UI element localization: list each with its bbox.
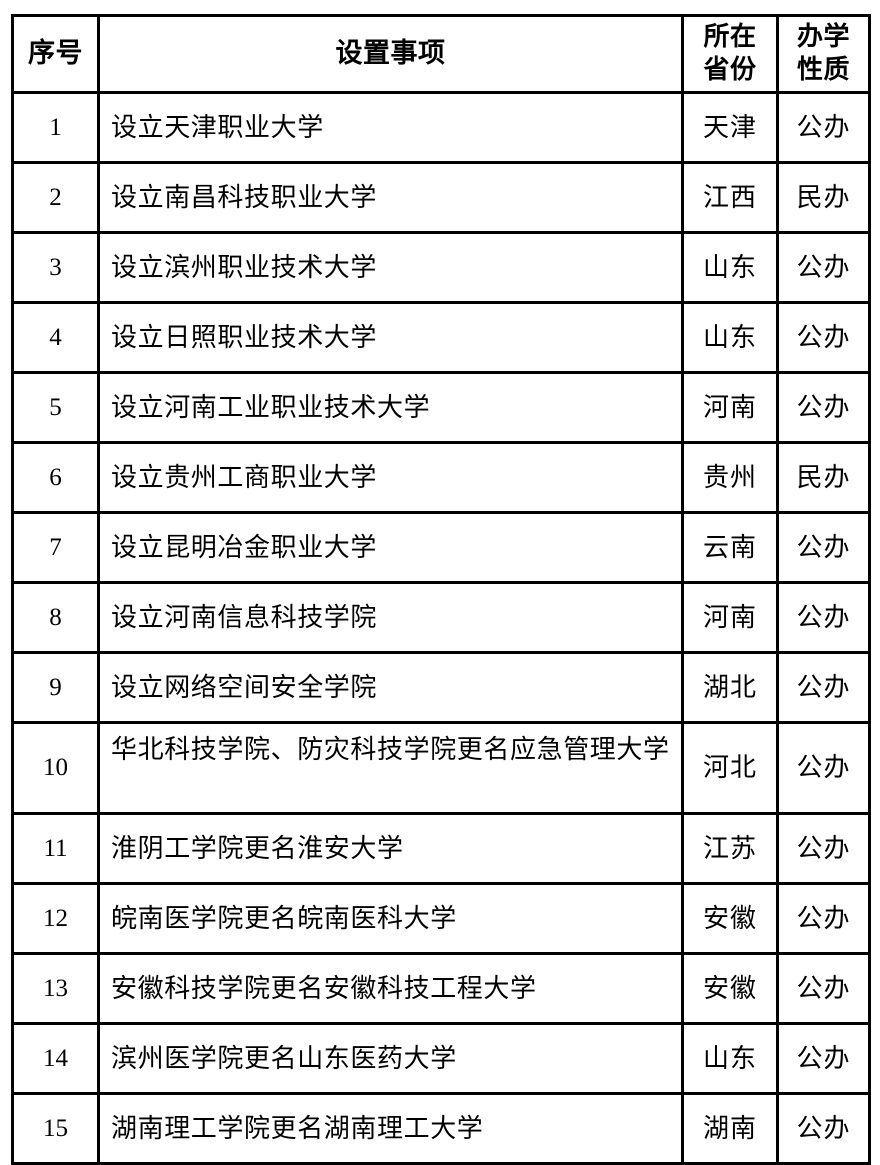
cell-province: 贵州 <box>681 441 779 514</box>
cell-item: 设立河南信息科技学院 <box>97 581 684 654</box>
cell-sequence: 9 <box>11 651 100 724</box>
cell-sequence: 8 <box>11 581 100 654</box>
table-row: 3 设立滨州职业技术大学 山东 公办 <box>11 231 871 304</box>
cell-type: 公办 <box>776 721 871 815</box>
cell-type: 公办 <box>776 91 871 164</box>
table-row: 13 安徽科技学院更名安徽科技工程大学 安徽 公办 <box>11 952 871 1025</box>
cell-type: 公办 <box>776 882 871 955</box>
table-row: 11 淮阴工学院更名淮安大学 江苏 公办 <box>11 812 871 885</box>
column-header-province-line1: 所在 <box>703 22 757 52</box>
cell-sequence: 13 <box>11 952 100 1025</box>
cell-province: 山东 <box>681 301 779 374</box>
cell-type: 公办 <box>776 301 871 374</box>
cell-item: 设立日照职业技术大学 <box>97 301 684 374</box>
table-row: 6 设立贵州工商职业大学 贵州 民办 <box>11 441 871 514</box>
cell-item: 湖南理工学院更名湖南理工大学 <box>97 1092 684 1165</box>
header-row: 序号 设置事项 所在 省份 办学 性质 <box>11 14 871 94</box>
cell-item: 安徽科技学院更名安徽科技工程大学 <box>97 952 684 1025</box>
cell-type: 公办 <box>776 952 871 1025</box>
cell-province: 河南 <box>681 581 779 654</box>
cell-sequence: 14 <box>11 1022 100 1095</box>
cell-type: 公办 <box>776 581 871 654</box>
column-header-type-line2: 性质 <box>796 55 850 85</box>
cell-sequence: 3 <box>11 231 100 304</box>
cell-sequence: 15 <box>11 1092 100 1165</box>
cell-type: 公办 <box>776 231 871 304</box>
table-row: 10 华北科技学院、防灾科技学院更名应急管理大学 河北 公办 <box>11 721 871 815</box>
cell-item: 淮阴工学院更名淮安大学 <box>97 812 684 885</box>
table-row: 5 设立河南工业职业技术大学 河南 公办 <box>11 371 871 444</box>
column-header-province: 所在 省份 <box>681 14 779 94</box>
cell-province: 安徽 <box>681 882 779 955</box>
cell-sequence: 1 <box>11 91 100 164</box>
cell-type: 公办 <box>776 812 871 885</box>
column-header-item: 设置事项 <box>97 14 684 94</box>
cell-type: 公办 <box>776 371 871 444</box>
cell-province: 湖北 <box>681 651 779 724</box>
cell-item: 设立昆明冶金职业大学 <box>97 511 684 584</box>
cell-type: 公办 <box>776 1092 871 1165</box>
cell-sequence: 7 <box>11 511 100 584</box>
university-settings-table: 序号 设置事项 所在 省份 办学 性质 1 设立天津职业大学 天津 公办 <box>11 14 871 1165</box>
cell-sequence: 2 <box>11 161 100 234</box>
cell-province: 山东 <box>681 231 779 304</box>
table-row: 12 皖南医学院更名皖南医科大学 安徽 公办 <box>11 882 871 955</box>
table-row: 7 设立昆明冶金职业大学 云南 公办 <box>11 511 871 584</box>
cell-province: 安徽 <box>681 952 779 1025</box>
cell-sequence: 12 <box>11 882 100 955</box>
table-row: 9 设立网络空间安全学院 湖北 公办 <box>11 651 871 724</box>
cell-type: 公办 <box>776 1022 871 1095</box>
cell-sequence: 11 <box>11 812 100 885</box>
cell-item: 设立网络空间安全学院 <box>97 651 684 724</box>
cell-item: 设立南昌科技职业大学 <box>97 161 684 234</box>
cell-item: 华北科技学院、防灾科技学院更名应急管理大学 <box>97 721 684 815</box>
cell-item: 设立天津职业大学 <box>97 91 684 164</box>
table-row: 14 滨州医学院更名山东医药大学 山东 公办 <box>11 1022 871 1095</box>
cell-province: 天津 <box>681 91 779 164</box>
cell-type: 民办 <box>776 441 871 514</box>
cell-province: 江西 <box>681 161 779 234</box>
column-header-type: 办学 性质 <box>776 14 871 94</box>
cell-province: 山东 <box>681 1022 779 1095</box>
column-header-province-line2: 省份 <box>703 55 757 85</box>
table-row: 1 设立天津职业大学 天津 公办 <box>11 91 871 164</box>
table-row: 4 设立日照职业技术大学 山东 公办 <box>11 301 871 374</box>
cell-province: 云南 <box>681 511 779 584</box>
column-header-type-line1: 办学 <box>796 22 850 52</box>
cell-item: 设立河南工业职业技术大学 <box>97 371 684 444</box>
cell-type: 公办 <box>776 511 871 584</box>
table-row: 8 设立河南信息科技学院 河南 公办 <box>11 581 871 654</box>
cell-type: 公办 <box>776 651 871 724</box>
cell-province: 湖南 <box>681 1092 779 1165</box>
cell-item: 设立滨州职业技术大学 <box>97 231 684 304</box>
cell-sequence: 4 <box>11 301 100 374</box>
column-header-sequence: 序号 <box>11 14 100 94</box>
cell-item: 皖南医学院更名皖南医科大学 <box>97 882 684 955</box>
table-header: 序号 设置事项 所在 省份 办学 性质 <box>11 14 871 94</box>
table-body: 1 设立天津职业大学 天津 公办 2 设立南昌科技职业大学 江西 民办 3 设立… <box>11 91 871 1165</box>
cell-province: 江苏 <box>681 812 779 885</box>
cell-sequence: 10 <box>11 721 100 815</box>
cell-sequence: 5 <box>11 371 100 444</box>
cell-item: 设立贵州工商职业大学 <box>97 441 684 514</box>
cell-sequence: 6 <box>11 441 100 514</box>
table-row: 15 湖南理工学院更名湖南理工大学 湖南 公办 <box>11 1092 871 1165</box>
cell-type: 民办 <box>776 161 871 234</box>
cell-province: 河北 <box>681 721 779 815</box>
document-page: 序号 设置事项 所在 省份 办学 性质 1 设立天津职业大学 天津 公办 <box>11 14 871 1165</box>
cell-province: 河南 <box>681 371 779 444</box>
cell-item: 滨州医学院更名山东医药大学 <box>97 1022 684 1095</box>
table-row: 2 设立南昌科技职业大学 江西 民办 <box>11 161 871 234</box>
